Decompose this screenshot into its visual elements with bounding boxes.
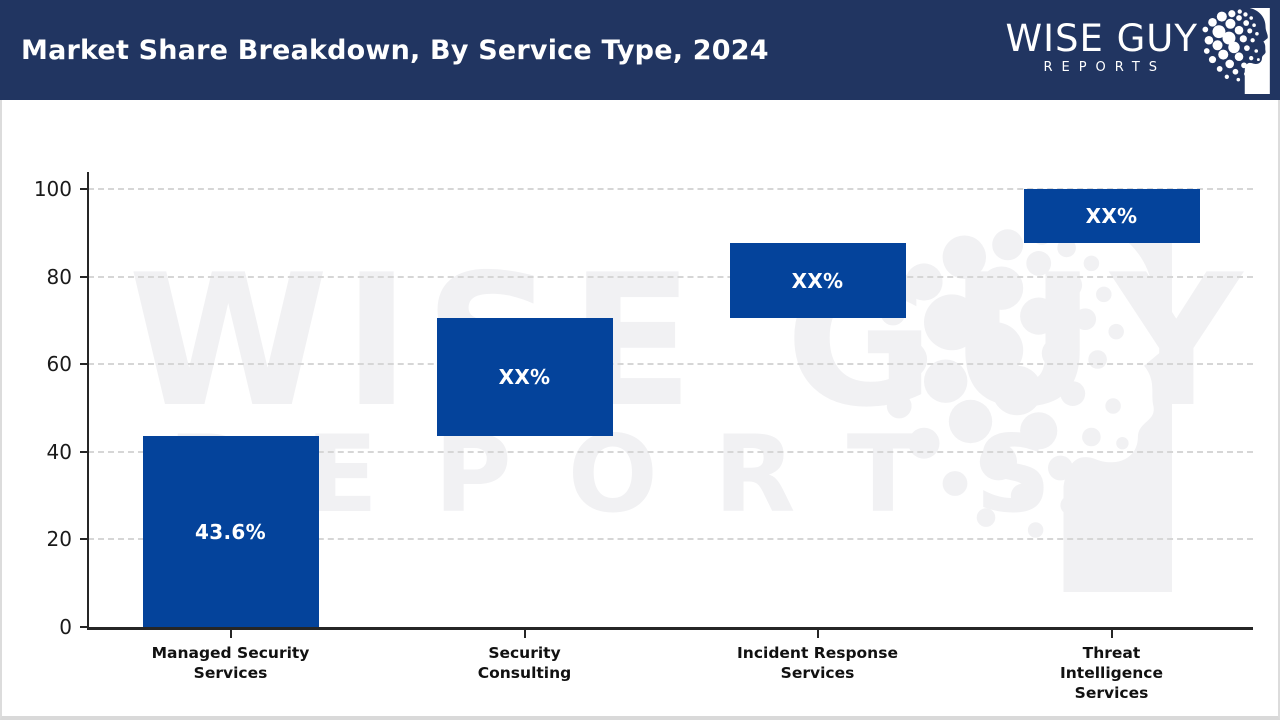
y-tick-mark: [80, 363, 88, 366]
gridline-y-60: [88, 363, 1253, 366]
y-tick-label: 100: [33, 177, 72, 201]
y-tick-mark: [80, 188, 88, 190]
logo-sub-text: REPORTS: [1043, 60, 1167, 75]
logo-text: WISE GUY REPORTS: [1005, 17, 1198, 76]
category-label: Security Consulting: [477, 644, 572, 682]
x-tick-mark: [816, 630, 819, 638]
y-tick-label: 0: [59, 615, 72, 639]
y-tick-mark: [80, 626, 88, 628]
bar-value-label: XX%: [498, 364, 551, 389]
bar-segment: 43.6%: [142, 436, 319, 627]
y-tick-mark: [80, 450, 88, 453]
plot-area: WISE GUY REPORTS 0 20 40 60 80 100 43.6% Manage…: [2, 100, 1278, 716]
category-label: Managed Security Services: [151, 644, 310, 682]
bar-value-label: XX%: [791, 268, 844, 293]
y-tick-mark: [80, 538, 88, 541]
x-axis-line: [87, 627, 1253, 630]
bar-value-label: 43.6%: [195, 519, 266, 544]
y-axis-line: [87, 172, 89, 629]
gridline-y-20: [88, 538, 1253, 541]
chart-area: WISE GUY REPORTS 0 20 40 60 80 100 43.6% Manage…: [0, 100, 1280, 720]
bar-value-label: XX%: [1085, 204, 1138, 229]
bar-segment: XX%: [729, 243, 906, 318]
category-label: Threat Intelligence Services: [1059, 644, 1163, 702]
logo-name-text: WISE GUY: [1005, 17, 1198, 60]
gridline-y-80: [88, 275, 1253, 278]
x-tick-mark: [1110, 630, 1113, 638]
gridline-y-40: [88, 450, 1253, 453]
page-title: Market Share Breakdown, By Service Type,…: [21, 34, 769, 66]
x-tick-mark: [523, 630, 526, 638]
y-tick-label: 60: [46, 352, 72, 377]
gridline-y-100: [88, 188, 1253, 190]
dot-face-icon: [1198, 8, 1270, 94]
header: Market Share Breakdown, By Service Type,…: [0, 0, 1280, 100]
category-label: Incident Response Services: [737, 644, 898, 682]
y-tick-mark: [80, 275, 88, 278]
bar-segment: XX%: [436, 317, 613, 437]
y-tick-label: 80: [46, 264, 72, 289]
x-tick-mark: [229, 630, 232, 638]
wise-guy-logo: WISE GUY REPORTS: [1006, 5, 1266, 97]
y-tick-label: 40: [46, 439, 72, 464]
bar-segment: XX%: [1023, 189, 1200, 244]
y-tick-label: 20: [46, 527, 72, 552]
